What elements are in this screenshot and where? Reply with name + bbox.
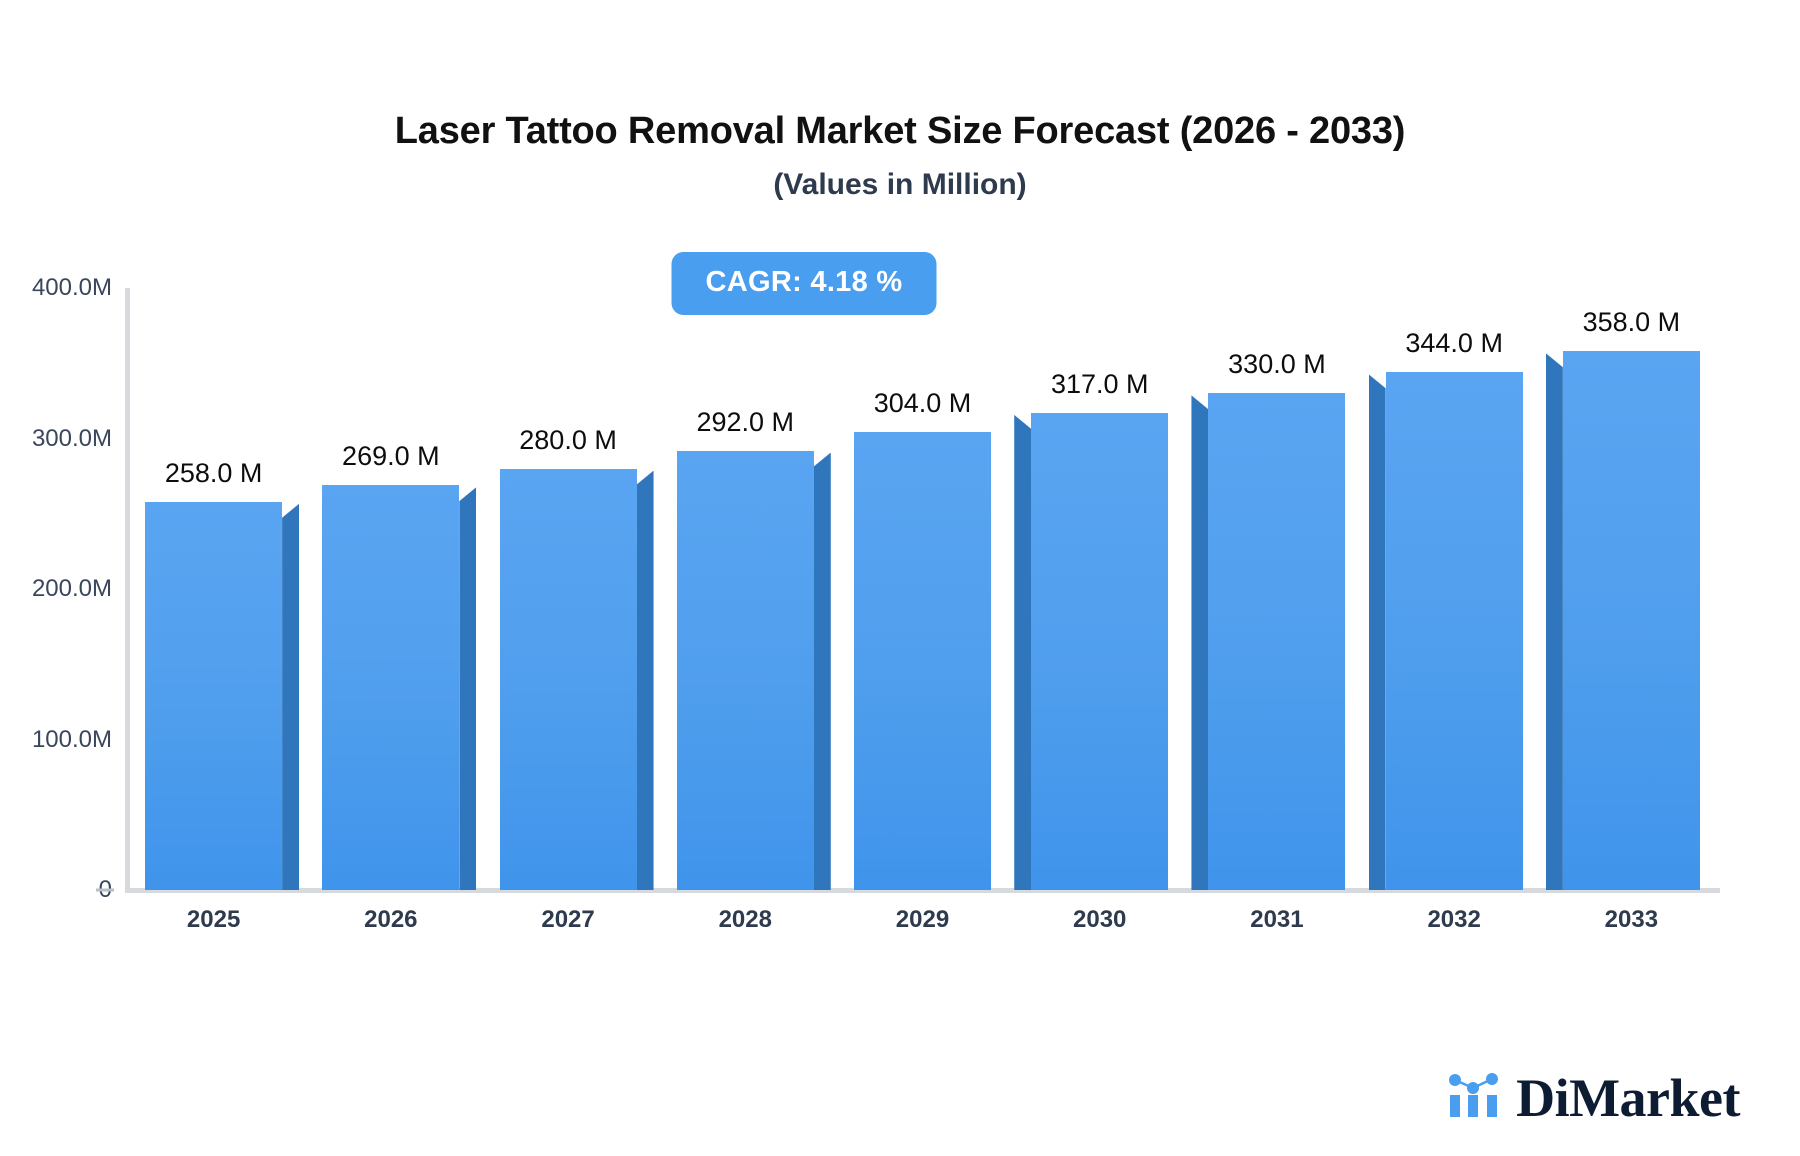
y-axis-tick-label: 100.0M bbox=[31, 725, 112, 753]
bar-2026 bbox=[305, 485, 477, 890]
bar-value-label: 330.0 M bbox=[1228, 349, 1326, 380]
bar-side-panel bbox=[282, 503, 300, 890]
x-axis-tick-label: 2031 bbox=[1250, 906, 1304, 933]
bar-2028 bbox=[660, 450, 831, 890]
bar-2031 bbox=[1191, 393, 1362, 890]
bar-value-label: 344.0 M bbox=[1405, 328, 1503, 359]
bar-value-label: 304.0 M bbox=[873, 388, 972, 419]
bar-value-label: 269.0 M bbox=[342, 441, 440, 472]
plot-area bbox=[125, 288, 1720, 890]
y-axis-line bbox=[125, 288, 130, 892]
bar-side-panel bbox=[1368, 374, 1386, 890]
brand-logo: DiMarket bbox=[1446, 1069, 1740, 1126]
bar-value-label: 280.0 M bbox=[519, 424, 617, 455]
bar-face bbox=[1031, 412, 1169, 890]
x-axis-tick-label: 2026 bbox=[364, 906, 418, 933]
logo-text: DiMarket bbox=[1516, 1067, 1740, 1128]
bar-face bbox=[1208, 393, 1346, 890]
bar-face bbox=[1385, 372, 1523, 890]
x-axis-tick-label: 2027 bbox=[541, 906, 595, 933]
x-axis-tick-label: 2028 bbox=[718, 906, 772, 933]
bar-2030 bbox=[1014, 412, 1185, 890]
bar-value-label: 317.0 M bbox=[1050, 368, 1149, 399]
bar-value-label: 292.0 M bbox=[696, 406, 795, 437]
bar-face bbox=[145, 501, 283, 890]
bar-2032 bbox=[1368, 372, 1540, 890]
bar-face bbox=[322, 485, 460, 890]
bar-side-panel bbox=[459, 487, 477, 890]
bar-value-label: 258.0 M bbox=[164, 457, 263, 488]
bar-2025 bbox=[128, 501, 300, 890]
x-axis-tick-label: 2033 bbox=[1604, 906, 1659, 933]
bar-side-panel bbox=[1191, 395, 1209, 890]
chart-subtitle: (Values in Million) bbox=[773, 168, 1027, 201]
bar-side-panel bbox=[813, 452, 831, 890]
x-axis-tick-label: 2029 bbox=[895, 906, 950, 933]
bar-chart-line-icon bbox=[1446, 1069, 1502, 1126]
bar-2027 bbox=[483, 468, 654, 890]
bar-side-panel bbox=[1014, 414, 1032, 890]
x-axis-tick-label: 2025 bbox=[186, 906, 241, 933]
y-axis-tick-label: 400.0M bbox=[31, 274, 112, 301]
bar-side-panel bbox=[636, 470, 654, 890]
bar-2033 bbox=[1545, 351, 1717, 890]
cagr-badge: CAGR: 4.18 % bbox=[671, 252, 937, 315]
bar-face bbox=[854, 432, 991, 890]
bar-face bbox=[1562, 351, 1700, 890]
bar-face bbox=[499, 468, 637, 890]
y-axis-tick-label: 300.0M bbox=[31, 424, 112, 452]
bar-value-label: 358.0 M bbox=[1582, 307, 1681, 338]
y-axis-tick-label: 200.0M bbox=[31, 575, 112, 602]
chart-title: Laser Tattoo Removal Market Size Forecas… bbox=[394, 110, 1406, 152]
bar-face bbox=[676, 450, 814, 890]
x-axis-line bbox=[125, 888, 1720, 893]
y-axis-tick-mark bbox=[96, 888, 114, 892]
bar-2029 bbox=[837, 432, 1008, 890]
bar-side-panel bbox=[1545, 353, 1563, 890]
x-axis-tick-label: 2030 bbox=[1073, 906, 1127, 933]
x-axis-tick-label: 2032 bbox=[1427, 906, 1481, 933]
